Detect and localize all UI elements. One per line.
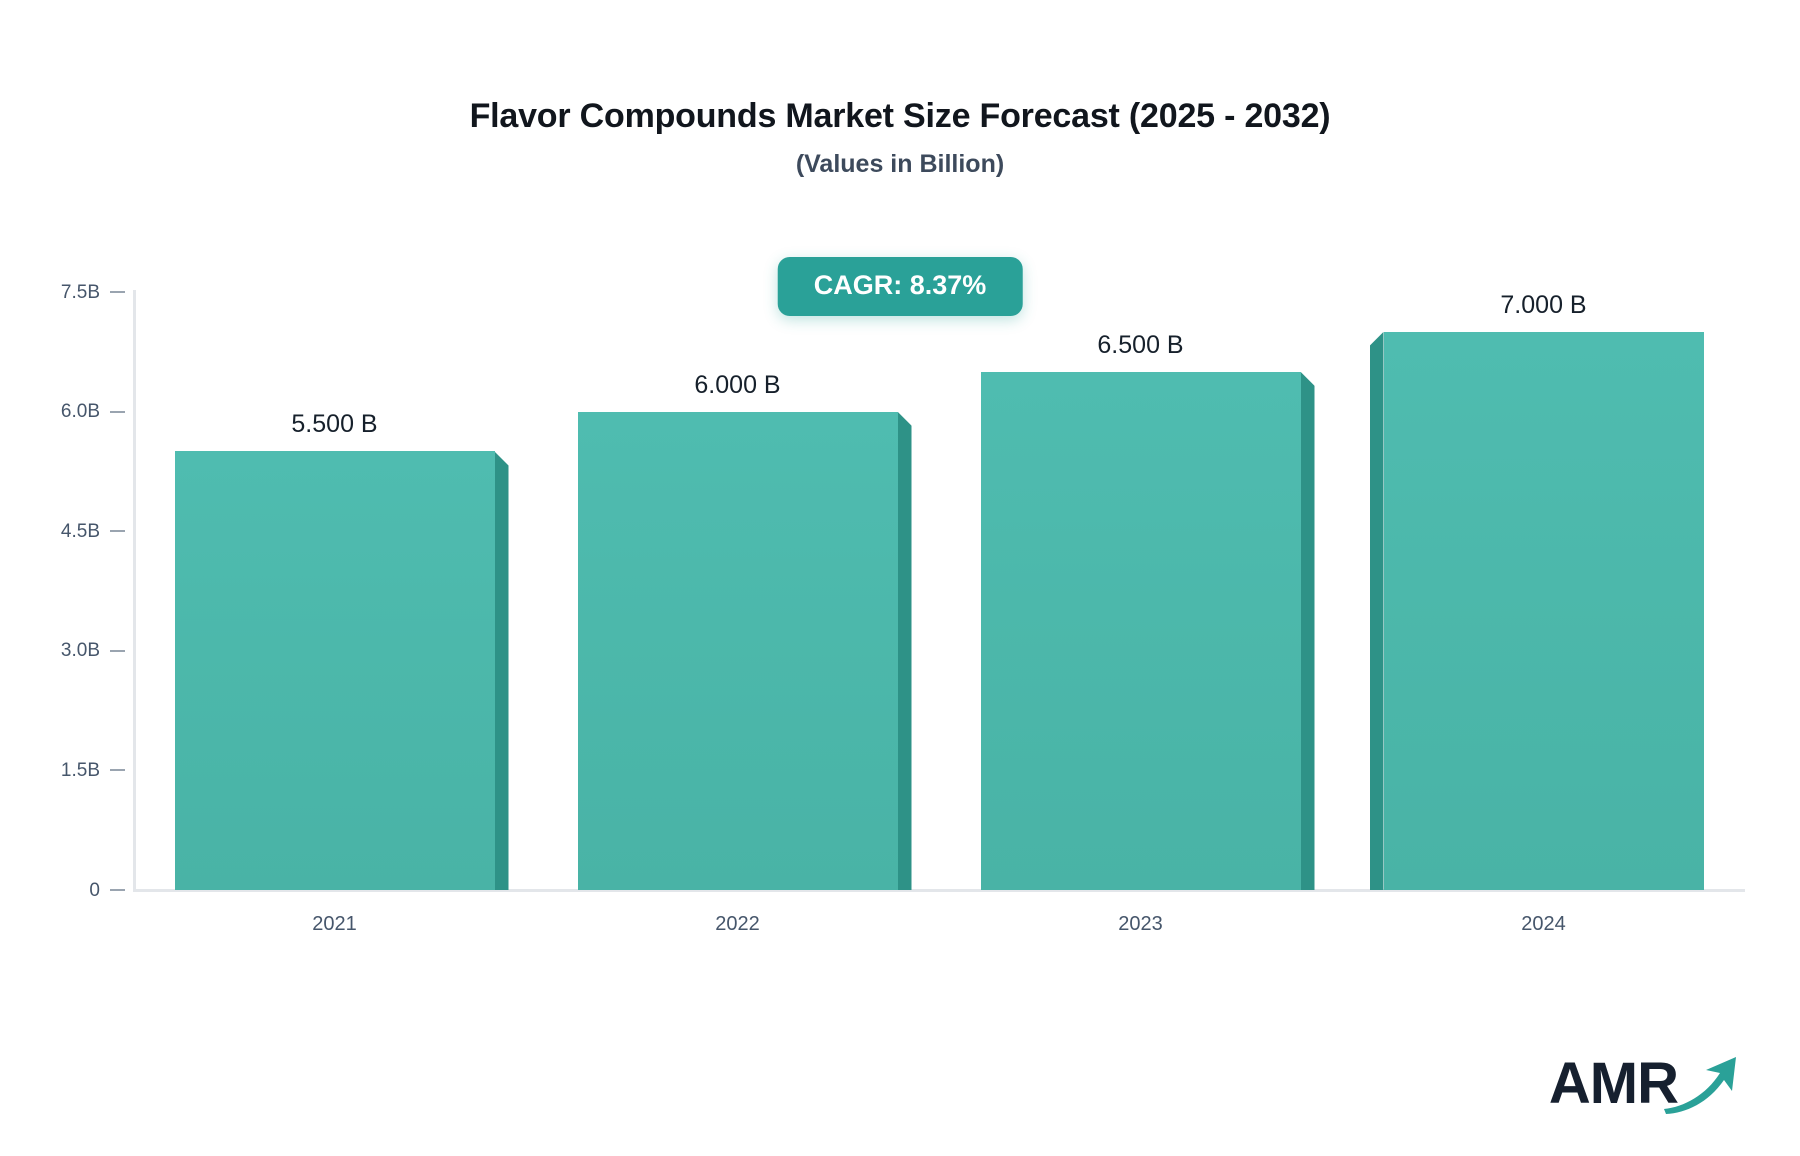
logo-text: AMR [1548, 1050, 1679, 1116]
plot-area: 5.500 B 2021 6.000 B 2022 6.500 B 2023 7.000 B… [133, 290, 1745, 934]
chart-subtitle: (Values in Billion) [795, 150, 1005, 179]
y-axis-tick-label: 7.5B [60, 281, 100, 303]
bar-side-face [494, 451, 509, 890]
y-axis-tick-label: 3.0B [60, 640, 100, 662]
y-axis-tick-label: 4.5B [60, 520, 100, 542]
x-axis-line [133, 889, 1745, 892]
bar-group: 7.000 B 2024 [1369, 292, 1704, 934]
bar-value-label: 7.000 B [1500, 290, 1587, 319]
bar-group: 6.500 B 2023 [980, 332, 1315, 934]
y-axis-tick-mark [110, 649, 125, 652]
y-axis-tick-mark [110, 769, 125, 772]
x-axis-tick-label: 2024 [1521, 913, 1566, 935]
amr-logo: AMR [1549, 1053, 1740, 1114]
y-axis-tick: 7.5B [61, 279, 133, 305]
x-axis-tick-label: 2022 [715, 913, 760, 935]
bar-group: 5.500 B 2021 [174, 412, 509, 934]
chart-header: Flavor Compounds Market Size Forecast (2… [0, 97, 1800, 179]
y-axis-tick-mark [110, 291, 125, 293]
y-axis-tick-label: 6.0B [60, 401, 100, 423]
y-axis-tick: 4.5B [61, 518, 133, 544]
bars-layer: 5.500 B 2021 6.000 B 2022 6.500 B 2023 7.000 B… [133, 292, 1745, 934]
bar-side-face [1300, 371, 1315, 890]
y-axis-tick-mark [110, 410, 125, 413]
bar[interactable] [577, 411, 898, 890]
y-axis-tick: 1.5B [61, 757, 133, 783]
bar[interactable] [174, 451, 495, 890]
x-axis-tick-label: 2021 [312, 913, 357, 935]
y-axis-tick-label: 1.5B [60, 759, 100, 781]
y-axis-line [133, 290, 136, 890]
cagr-badge: CAGR: 8.37% [777, 257, 1023, 316]
y-axis-tick: 0 [89, 877, 133, 903]
x-axis-tick-label: 2023 [1118, 913, 1163, 935]
bar-side-face [1369, 331, 1384, 890]
bar[interactable] [1383, 331, 1704, 890]
bar-value-label: 6.000 B [694, 370, 781, 399]
y-axis-tick-mark [110, 889, 125, 891]
y-axis-tick-mark [110, 530, 125, 533]
bar[interactable] [980, 371, 1301, 890]
bar-value-label: 5.500 B [291, 410, 378, 439]
page-title: Flavor Compounds Market Size Forecast (2… [469, 97, 1331, 135]
bar-side-face [897, 411, 912, 890]
y-axis-tick: 6.0B [61, 399, 133, 425]
bar-value-label: 6.500 B [1097, 330, 1184, 359]
y-axis-tick: 3.0B [61, 638, 133, 664]
y-axis-tick-label: 0 [89, 879, 100, 901]
growth-arrow-icon [1662, 1053, 1740, 1120]
bar-group: 6.000 B 2022 [577, 372, 912, 934]
